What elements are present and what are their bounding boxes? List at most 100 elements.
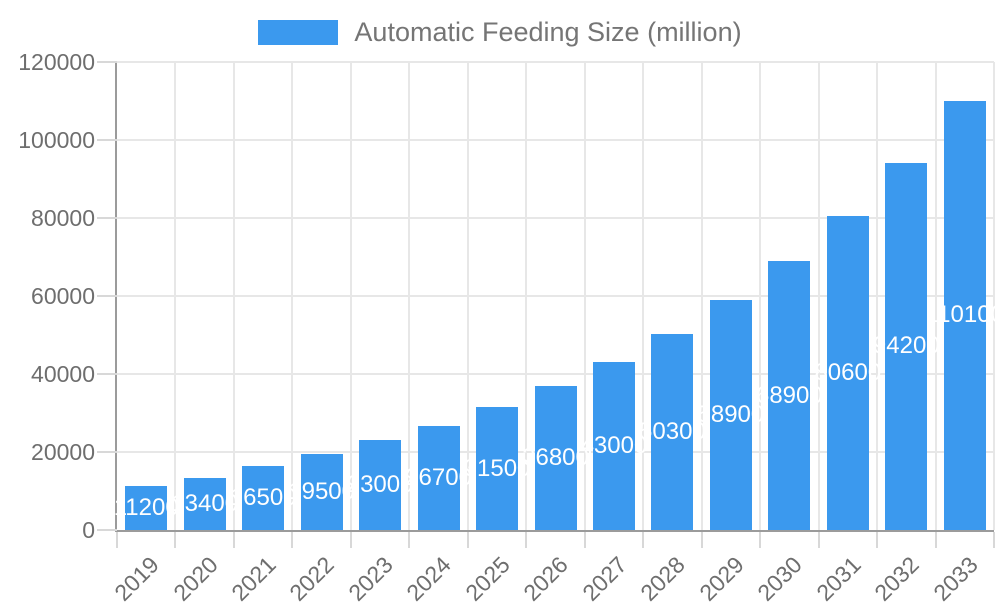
v-gridline [466, 62, 469, 530]
v-gridline [700, 62, 703, 530]
x-tick [174, 532, 177, 548]
x-tick-label-2031[interactable]: 2031 [810, 551, 866, 606]
y-tick [97, 529, 117, 531]
x-tick [232, 532, 235, 548]
x-axis-line [115, 530, 994, 532]
bar-value-label: 26700 [405, 463, 472, 491]
x-tick-label-2022[interactable]: 2022 [284, 551, 340, 606]
x-tick [525, 532, 528, 548]
y-tick-label[interactable]: 60000 [31, 283, 95, 309]
bar-value-label: 58900 [697, 401, 765, 429]
y-tick-label[interactable]: 80000 [31, 205, 95, 231]
y-tick-label[interactable]: 20000 [31, 439, 95, 465]
v-gridline [759, 62, 762, 530]
y-tick-label[interactable]: 100000 [18, 127, 95, 153]
x-tick-label-2023[interactable]: 2023 [343, 551, 398, 606]
x-tick-label-2032[interactable]: 2032 [869, 551, 924, 606]
x-tick [349, 532, 352, 548]
bar-value-label: 110100 [925, 301, 1000, 329]
x-tick [583, 532, 586, 548]
v-gridline [174, 62, 177, 530]
v-gridline [993, 62, 995, 530]
v-gridline [934, 62, 937, 530]
x-tick [993, 532, 995, 548]
bar-value-label: 36800 [522, 444, 589, 472]
v-gridline [232, 62, 235, 530]
bar-2023[interactable] [359, 440, 402, 530]
x-tick [817, 532, 820, 548]
y-tick [97, 295, 117, 297]
bar-2022[interactable] [300, 453, 343, 530]
x-tick-label-2028[interactable]: 2028 [635, 551, 691, 606]
bar-2020[interactable] [183, 477, 226, 530]
bar-value-label: 23000 [346, 471, 414, 499]
x-tick-label-2020[interactable]: 2020 [167, 551, 223, 606]
bar-value-label: 16500 [229, 483, 297, 511]
bar-value-label: 43000 [580, 432, 648, 460]
x-tick-label-2026[interactable]: 2026 [518, 551, 574, 606]
y-tick-label[interactable]: 120000 [18, 49, 95, 75]
v-gridline [408, 62, 411, 530]
v-gridline [817, 62, 820, 530]
x-tick-label-2027[interactable]: 2027 [577, 551, 632, 606]
y-tick-label[interactable]: 0 [82, 517, 95, 543]
bar-2033[interactable] [943, 100, 986, 530]
y-tick [97, 139, 117, 141]
bar-value-label: 68900 [755, 381, 823, 409]
bar-2026[interactable] [534, 386, 577, 530]
x-tick [642, 532, 645, 548]
x-tick-label-2030[interactable]: 2030 [752, 551, 808, 606]
x-tick [759, 532, 762, 548]
x-tick-label-2029[interactable]: 2029 [694, 551, 749, 606]
bar-2029[interactable] [709, 300, 752, 530]
h-gridline [117, 217, 994, 219]
x-tick [116, 532, 118, 548]
v-gridline [291, 62, 294, 530]
bar-value-label: 50300 [639, 417, 706, 445]
bar-2027[interactable] [592, 362, 635, 530]
bar-2025[interactable] [476, 407, 519, 530]
bar-2031[interactable] [826, 215, 869, 530]
v-gridline [525, 62, 528, 530]
v-gridline [583, 62, 586, 530]
x-tick-label-2033[interactable]: 2033 [927, 551, 983, 606]
y-tick [97, 61, 117, 63]
legend-swatch[interactable] [258, 19, 339, 45]
x-tick-label-2019[interactable]: 2019 [109, 551, 164, 606]
bar-value-label: 31500 [463, 454, 531, 482]
y-tick [97, 373, 117, 375]
v-gridline [876, 62, 879, 530]
h-gridline [117, 61, 994, 63]
y-tick [97, 217, 117, 219]
v-gridline [642, 62, 645, 530]
bar-2021[interactable] [242, 465, 285, 530]
x-tick-label-2021[interactable]: 2021 [226, 551, 281, 606]
h-gridline [117, 295, 994, 297]
y-tick [97, 451, 117, 453]
bar-2024[interactable] [417, 425, 460, 530]
bar-2019[interactable] [125, 486, 168, 530]
x-tick [291, 532, 294, 548]
bar-2032[interactable] [885, 162, 928, 530]
bar-value-label: 19500 [288, 477, 355, 505]
v-gridline [349, 62, 352, 530]
h-gridline [117, 373, 994, 375]
bar-2030[interactable] [768, 261, 811, 530]
x-tick-label-2024[interactable]: 2024 [401, 551, 457, 606]
x-tick-label-2025[interactable]: 2025 [460, 551, 515, 606]
x-tick [466, 532, 469, 548]
bar-value-label: 80600 [814, 358, 882, 386]
x-tick [876, 532, 879, 548]
plot-area: 11200 13400 16500 19500 23000 26700 31500 36800… [113, 61, 1000, 530]
bar-2028[interactable] [651, 333, 694, 530]
legend: Automatic Feeding Size (million) [0, 14, 1000, 50]
bar-value-label: 94200 [872, 332, 940, 360]
x-tick [934, 532, 937, 548]
bar-value-label: 11200 [113, 494, 179, 522]
y-tick-label[interactable]: 40000 [31, 361, 95, 387]
x-tick [700, 532, 703, 548]
legend-label[interactable]: Automatic Feeding Size (million) [354, 17, 742, 47]
bar-value-label: 13400 [171, 489, 239, 517]
h-gridline [117, 139, 994, 141]
